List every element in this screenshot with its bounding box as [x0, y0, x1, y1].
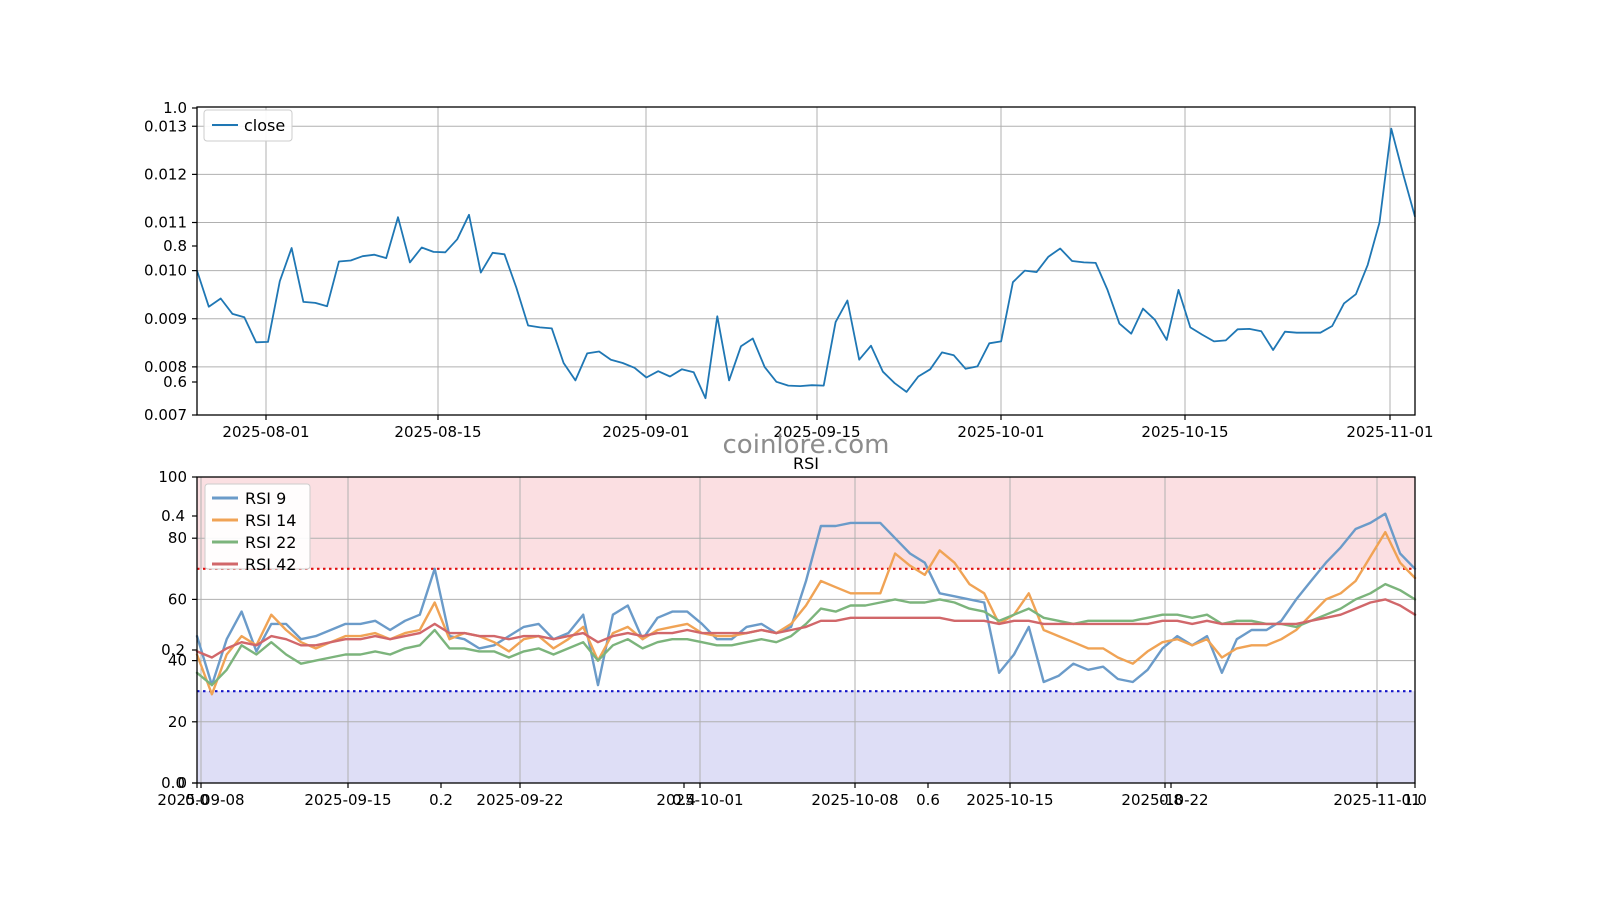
rsi-legend-label-rsi-14: RSI 14 — [245, 511, 296, 530]
rsi-x-overlay-tick-label: 1.0 — [1403, 791, 1427, 809]
rsi-line-rsi-22 — [195, 582, 1417, 687]
price-y-tick-label: 0.007 — [144, 406, 187, 424]
rsi-band-oversold — [197, 691, 1415, 783]
price-legend: close — [203, 109, 293, 142]
rsi-y-overlay-tick-label: 0.4 — [161, 507, 185, 525]
price-y-tick-label: 0.013 — [144, 117, 187, 135]
price-panel-border — [196, 106, 1416, 416]
price-y-overlay-tick-label: 1.0 — [163, 99, 187, 117]
price-x-tick-label: 2025-09-01 — [602, 423, 689, 441]
rsi-x-tick-label: 2025-11-01 — [1333, 791, 1420, 809]
rsi-legend-label-rsi-9: RSI 9 — [245, 489, 286, 508]
price-y-tick-label: 0.010 — [144, 262, 187, 280]
rsi-legend-box — [204, 483, 311, 570]
rsi-x-tick-label: 2025-09-08 — [157, 791, 244, 809]
rsi-y-tick-label: 100 — [158, 468, 187, 486]
rsi-y-tick-label: 60 — [168, 590, 187, 608]
rsi-line-rsi-14 — [195, 530, 1417, 696]
rsi-x-overlay-tick-label: 0.8 — [1159, 791, 1183, 809]
rsi-legend: RSI 9 RSI 14 RSI 22 RSI 42 — [204, 483, 311, 574]
rsi-y-tick-label: 0 — [177, 774, 187, 792]
rsi-x-tick-label: 2025-10-08 — [811, 791, 898, 809]
rsi-x-overlay-tick-label: 0.0 — [185, 791, 209, 809]
rsi-band-overbought — [197, 477, 1415, 569]
price-x-tick-label: 2025-10-01 — [957, 423, 1044, 441]
rsi-x-tick-label: 2025-09-15 — [304, 791, 391, 809]
price-y-tick-label: 0.008 — [144, 358, 187, 376]
rsi-panel-border — [196, 476, 1416, 784]
price-y-overlay-tick-label: 0.8 — [163, 237, 187, 255]
rsi-panel: 0 20 40 60 80 100 0.0 0.2 0.4 2025-09-08 2025-09-1… — [157, 468, 1427, 809]
price-y-overlay-tick-label: 0.6 — [163, 373, 187, 391]
price-x-tick-label: 2025-08-15 — [394, 423, 481, 441]
price-legend-box — [203, 109, 293, 142]
rsi-y-overlay-tick-label: 0.0 — [161, 774, 185, 792]
rsi-x-overlay-tick-label: 0.2 — [429, 791, 453, 809]
price-line-close — [196, 127, 1416, 400]
rsi-y-overlay-tick-label: 0.2 — [161, 641, 185, 659]
price-legend-label-close: close — [244, 116, 285, 135]
rsi-y-tick-label: 80 — [168, 529, 187, 547]
price-panel: 0.007 0.008 0.009 0.010 0.011 0.012 0.013 0.6 0.… — [144, 99, 1434, 441]
price-x-tick-label: 2025-10-15 — [1141, 423, 1228, 441]
rsi-x-overlay-tick-label: 0.6 — [916, 791, 940, 809]
rsi-y-tick-label: 20 — [168, 713, 187, 731]
price-x-tick-label: 2025-08-01 — [222, 423, 309, 441]
rsi-x-tick-label: 2025-10-01 — [656, 791, 743, 809]
rsi-legend-label-rsi-42: RSI 42 — [245, 555, 296, 574]
price-plot-background — [197, 107, 1415, 415]
rsi-title: RSI — [793, 454, 819, 473]
rsi-line-rsi-42 — [195, 598, 1417, 659]
price-x-tick-label: 2025-09-15 — [773, 423, 860, 441]
rsi-x-tick-label: 2025-10-15 — [966, 791, 1053, 809]
coinlore-watermark: coinlore.com — [723, 430, 890, 460]
rsi-line-rsi-9 — [195, 512, 1417, 687]
price-y-tick-label: 0.012 — [144, 165, 187, 183]
rsi-y-tick-label: 40 — [168, 652, 187, 670]
rsi-x-tick-label: 2025-10-22 — [1121, 791, 1208, 809]
price-y-tick-label: 0.009 — [144, 310, 187, 328]
price-x-tick-label: 2025-11-01 — [1346, 423, 1433, 441]
rsi-legend-label-rsi-22: RSI 22 — [245, 533, 296, 552]
price-y-tick-label: 0.011 — [144, 214, 187, 232]
rsi-x-tick-label: 2025-09-22 — [476, 791, 563, 809]
rsi-x-overlay-tick-label: 0.4 — [672, 791, 696, 809]
